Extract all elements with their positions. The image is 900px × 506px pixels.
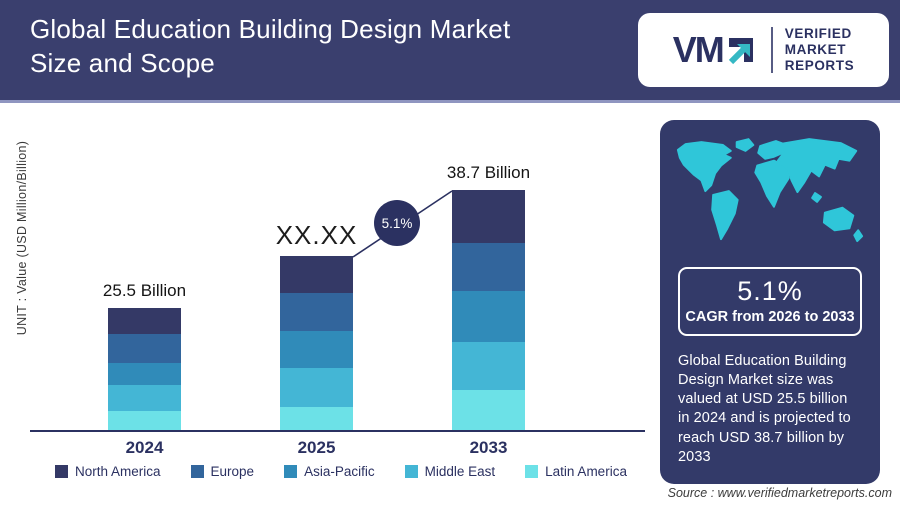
logo-wordmark: VERIFIED MARKET REPORTS — [785, 26, 854, 75]
bar-segment-north-america — [452, 190, 525, 244]
market-summary-text: Global Education Building Design Market … — [678, 353, 851, 465]
bar-segment-europe — [280, 292, 353, 332]
legend-label: North America — [75, 464, 161, 479]
legend-item-middle-east: Middle East — [404, 464, 496, 479]
legend-item-europe: Europe — [190, 464, 255, 479]
stacked-bar-2025 — [280, 256, 353, 431]
legend-item-latin-america: Latin America — [525, 464, 627, 479]
x-axis-line — [30, 430, 645, 432]
legend-swatch-icon — [284, 465, 298, 478]
legend-swatch-icon — [55, 465, 68, 478]
world-map-icon — [672, 132, 868, 263]
bar-segment-north-america — [280, 256, 353, 293]
bar-value-label-2033: 38.7 Billion — [446, 163, 531, 182]
legend-label: Middle East — [424, 464, 496, 479]
vmr-arrow-icon — [728, 38, 753, 65]
legend-item-north-america: North America — [55, 464, 161, 479]
bar-value-label-2024: 25.5 Billion — [102, 281, 187, 300]
legend-label: Latin America — [545, 464, 627, 479]
x-axis-tick-2024: 2024 — [125, 438, 164, 457]
logo-word-reports: REPORTS — [784, 58, 855, 74]
stacked-bar-2024 — [108, 308, 181, 431]
logo-word-market: MARKET — [784, 41, 847, 57]
source-attribution: Source : www.verifiedmarketreports.com — [667, 486, 892, 500]
legend-swatch-icon — [404, 465, 418, 478]
bar-segment-europe — [108, 333, 181, 364]
bar-segment-latin-america — [280, 406, 353, 431]
bar-segment-asia-pacific — [452, 291, 525, 342]
cagr-box: 5.1% CAGR from 2026 to 2033 — [678, 267, 862, 336]
bar-value-label-2025: XX.XX — [275, 220, 358, 250]
bar-segment-asia-pacific — [280, 331, 353, 368]
vmr-logo: VM VERIFIED MARKET REPORTS — [638, 13, 889, 87]
bar-segment-latin-america — [108, 411, 181, 431]
logo-word-verified: VERIFIED — [784, 25, 852, 41]
legend-label: Europe — [210, 464, 255, 479]
bar-segment-north-america — [108, 308, 181, 334]
bar-segment-middle-east — [452, 341, 525, 390]
chart-legend: North America Europe Asia-Pacific Middle Ea… — [55, 464, 627, 479]
legend-swatch-icon — [525, 465, 539, 478]
summary-panel: 5.1% CAGR from 2026 to 2033 Global Educa… — [660, 120, 880, 484]
bar-segment-latin-america — [452, 390, 525, 431]
bar-segment-middle-east — [280, 368, 353, 407]
bar-segment-europe — [452, 243, 525, 292]
bar-segment-asia-pacific — [108, 363, 181, 386]
stacked-bar-2033 — [452, 190, 525, 431]
x-axis-tick-2033: 2033 — [469, 438, 508, 457]
logo-divider — [770, 27, 773, 73]
header-bar: Global Education Building Design Market … — [0, 0, 900, 103]
page-title: Global Education Building Design Market … — [30, 14, 511, 78]
cagr-caption: CAGR from 2026 to 2033 — [685, 309, 855, 325]
legend-label: Asia-Pacific — [304, 464, 375, 479]
legend-swatch-icon — [190, 465, 204, 478]
bar-segment-middle-east — [108, 385, 181, 412]
cagr-value: 5.1% — [737, 276, 803, 306]
y-axis-label: UNIT : Value (USD Million/Billion) — [15, 140, 29, 336]
vmr-logo-mark-icon: VM — [673, 29, 759, 71]
x-axis-tick-2025: 2025 — [297, 438, 336, 457]
legend-item-asia-pacific: Asia-Pacific — [284, 464, 375, 479]
vmr-logo-letters: VM — [672, 29, 725, 70]
